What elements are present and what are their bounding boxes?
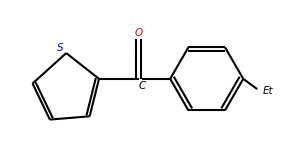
Text: O: O <box>135 28 143 38</box>
Text: Et: Et <box>262 86 273 97</box>
Text: S: S <box>57 43 63 53</box>
Text: C: C <box>139 81 146 91</box>
